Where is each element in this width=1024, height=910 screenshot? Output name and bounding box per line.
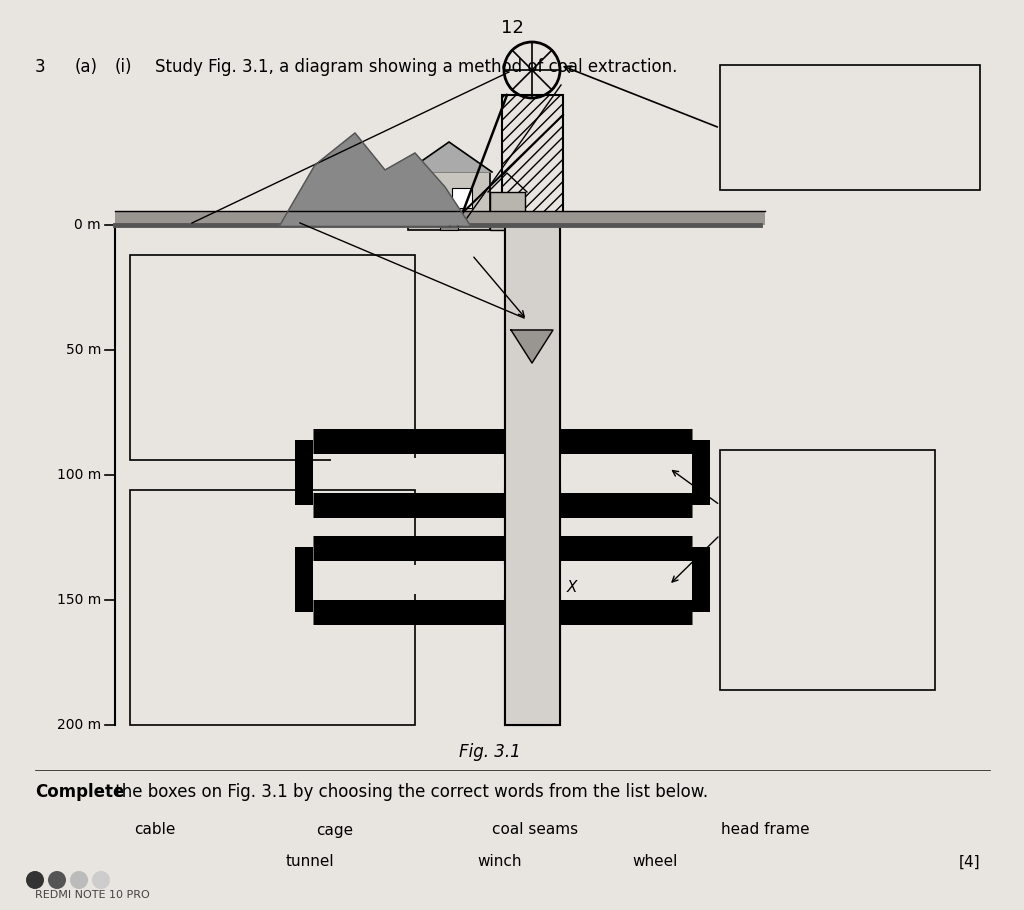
Bar bbox=[115, 211, 765, 225]
Polygon shape bbox=[511, 330, 553, 363]
Polygon shape bbox=[280, 133, 470, 225]
Text: Study Fig. 3.1, a diagram showing a method of coal extraction.: Study Fig. 3.1, a diagram showing a meth… bbox=[155, 58, 677, 76]
Text: 0 m: 0 m bbox=[75, 218, 101, 232]
Bar bbox=[130, 490, 415, 725]
Bar bbox=[509, 263, 556, 291]
Text: Fig. 3.1: Fig. 3.1 bbox=[459, 743, 521, 761]
Bar bbox=[295, 547, 313, 612]
Text: cage: cage bbox=[316, 823, 353, 837]
Circle shape bbox=[26, 871, 44, 889]
Text: 12: 12 bbox=[501, 19, 523, 37]
Bar bbox=[331, 458, 505, 487]
Text: 3: 3 bbox=[35, 58, 46, 76]
Text: 150 m: 150 m bbox=[56, 593, 101, 607]
Bar bbox=[452, 188, 472, 208]
Text: Complete: Complete bbox=[35, 783, 124, 801]
Bar bbox=[559, 565, 692, 594]
Bar bbox=[440, 210, 458, 230]
Text: wheel: wheel bbox=[632, 854, 678, 869]
Circle shape bbox=[48, 871, 66, 889]
Text: 100 m: 100 m bbox=[56, 468, 101, 482]
Bar bbox=[720, 65, 980, 190]
Text: head frame: head frame bbox=[721, 823, 809, 837]
Bar bbox=[420, 188, 440, 208]
Text: [4]: [4] bbox=[958, 854, 980, 869]
Bar bbox=[130, 255, 415, 460]
Bar bbox=[559, 458, 692, 487]
Bar bbox=[331, 565, 505, 594]
Polygon shape bbox=[406, 142, 492, 172]
Bar bbox=[720, 450, 935, 690]
Text: winch: winch bbox=[478, 854, 522, 869]
Bar bbox=[509, 295, 556, 325]
Text: X: X bbox=[567, 581, 578, 595]
Text: 50 m: 50 m bbox=[66, 343, 101, 357]
Bar bbox=[502, 95, 563, 225]
Text: the boxes on Fig. 3.1 by choosing the correct words from the list below.: the boxes on Fig. 3.1 by choosing the co… bbox=[110, 783, 709, 801]
Bar bbox=[692, 547, 710, 612]
Text: REDMI NOTE 10 PRO: REDMI NOTE 10 PRO bbox=[35, 890, 150, 900]
Circle shape bbox=[70, 871, 88, 889]
Text: tunnel: tunnel bbox=[286, 854, 334, 869]
Bar bbox=[505, 225, 560, 725]
Bar bbox=[692, 440, 710, 505]
Text: (a): (a) bbox=[75, 58, 98, 76]
Bar bbox=[505, 225, 560, 725]
Text: (i): (i) bbox=[115, 58, 132, 76]
Bar bbox=[295, 440, 313, 505]
Text: 200 m: 200 m bbox=[57, 718, 101, 732]
Text: coal seams: coal seams bbox=[492, 823, 579, 837]
Circle shape bbox=[92, 871, 110, 889]
Bar bbox=[408, 172, 490, 230]
Text: cable: cable bbox=[134, 823, 176, 837]
Bar bbox=[490, 192, 525, 230]
